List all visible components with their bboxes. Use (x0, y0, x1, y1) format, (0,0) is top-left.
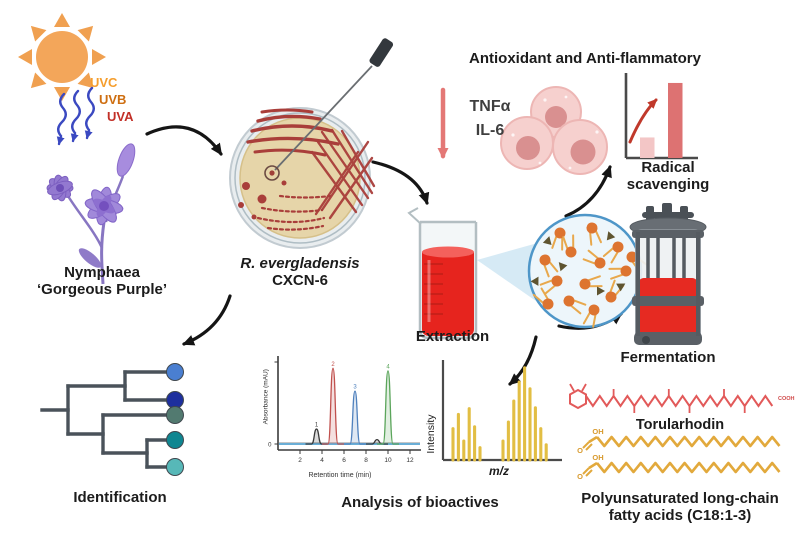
fatty-caption-line2: fatty acids (C18:1-3) (608, 506, 752, 524)
massspec-xlabel: m/z (488, 464, 509, 478)
cytokine-il6: IL-6 (475, 122, 505, 139)
strain-caption: R. evergladensis CXCN-6 (215, 255, 385, 290)
sun-icon (18, 13, 106, 101)
massspec-ylabel: Intensity (424, 414, 437, 454)
uva-label: UVA (107, 109, 134, 124)
triangle-particle-icons (530, 231, 626, 296)
fatty-caption-line1: Polyunsaturated long-chain (581, 490, 779, 507)
arrow-dish-to-dendrogram (182, 294, 232, 346)
svg-text:2: 2 (298, 457, 302, 464)
chromatogram-xlabel: Retention time (min) (308, 472, 372, 479)
torularhodin-caption: Torularhodin (635, 417, 725, 433)
chromatogram-ylabel: Absorbance (mAU) (262, 369, 270, 425)
flower-caption-line1: Nymphaea (64, 264, 140, 281)
svg-text:8: 8 (364, 457, 368, 464)
strain-id: CXCN-6 (272, 272, 328, 290)
radical-scavenging-chart (624, 73, 698, 160)
magnified-extract-circle (527, 213, 648, 329)
cytokine-labels: TNFα IL-6 (455, 95, 525, 143)
analysis-caption: Analysis of bioactives (341, 494, 499, 511)
petri-dish-illustration (229, 107, 376, 249)
o-label-2: O (577, 472, 583, 481)
fermentation-caption: Fermentation (620, 349, 716, 366)
svg-text:1: 1 (315, 423, 319, 429)
arrow-beaker-to-spectrum (508, 335, 538, 386)
fatty-acid-structures: OH O OH O (577, 427, 781, 481)
strain-species: R. evergladensis (240, 255, 360, 272)
svg-text:2: 2 (331, 362, 335, 368)
beaker-illustration (407, 207, 478, 340)
svg-text:6: 6 (342, 457, 346, 464)
bioreactor-illustration (629, 203, 707, 345)
increase-arrow-icon (628, 98, 658, 144)
inoculation-loop-icon (264, 38, 394, 181)
arrow-circle-to-barchart (564, 165, 612, 218)
svg-text:3: 3 (353, 385, 357, 391)
extraction-caption: Extraction (415, 328, 490, 345)
uv-rays-icon (56, 86, 95, 146)
identification-caption: Identification (73, 489, 167, 506)
oh-label-1: OH (592, 427, 603, 436)
arrow-flower-to-dish (145, 125, 223, 156)
torularhodin-structure: COOH (569, 383, 795, 413)
radical-caption-line1: Radical (641, 159, 695, 176)
radical-caption-line2: scavenging (626, 175, 710, 193)
fatty-acids-caption: Polyunsaturated long-chain fatty acids (… (555, 490, 800, 525)
flower-caption: Nymphaea ‘Gorgeous Purple’ (18, 264, 186, 299)
svg-text:12: 12 (406, 457, 414, 464)
svg-text:10: 10 (384, 457, 392, 464)
cytokine-tnfa: TNFα (469, 98, 511, 115)
svg-text:4: 4 (320, 457, 324, 464)
svg-text:4: 4 (386, 364, 390, 370)
identification-dendrogram (40, 363, 184, 476)
cells-illustration (500, 86, 608, 175)
cooh-label: COOH (778, 396, 795, 402)
oh-label-2: OH (592, 453, 603, 462)
uvb-label: UVB (99, 92, 127, 107)
arrow-dish-to-beaker (371, 160, 430, 205)
top-heading: Antioxidant and Anti-flammatory (469, 50, 701, 67)
svg-text:0: 0 (268, 443, 272, 449)
o-label-1: O (577, 446, 583, 455)
flower-caption-line2: ‘Gorgeous Purple’ (36, 281, 168, 299)
flower-illustration (46, 143, 136, 285)
magnifier-cone (477, 244, 536, 301)
mass-spectrum (441, 360, 562, 462)
uvc-label: UVC (90, 75, 118, 90)
radical-scavenging-caption: Radical scavenging (602, 159, 734, 193)
